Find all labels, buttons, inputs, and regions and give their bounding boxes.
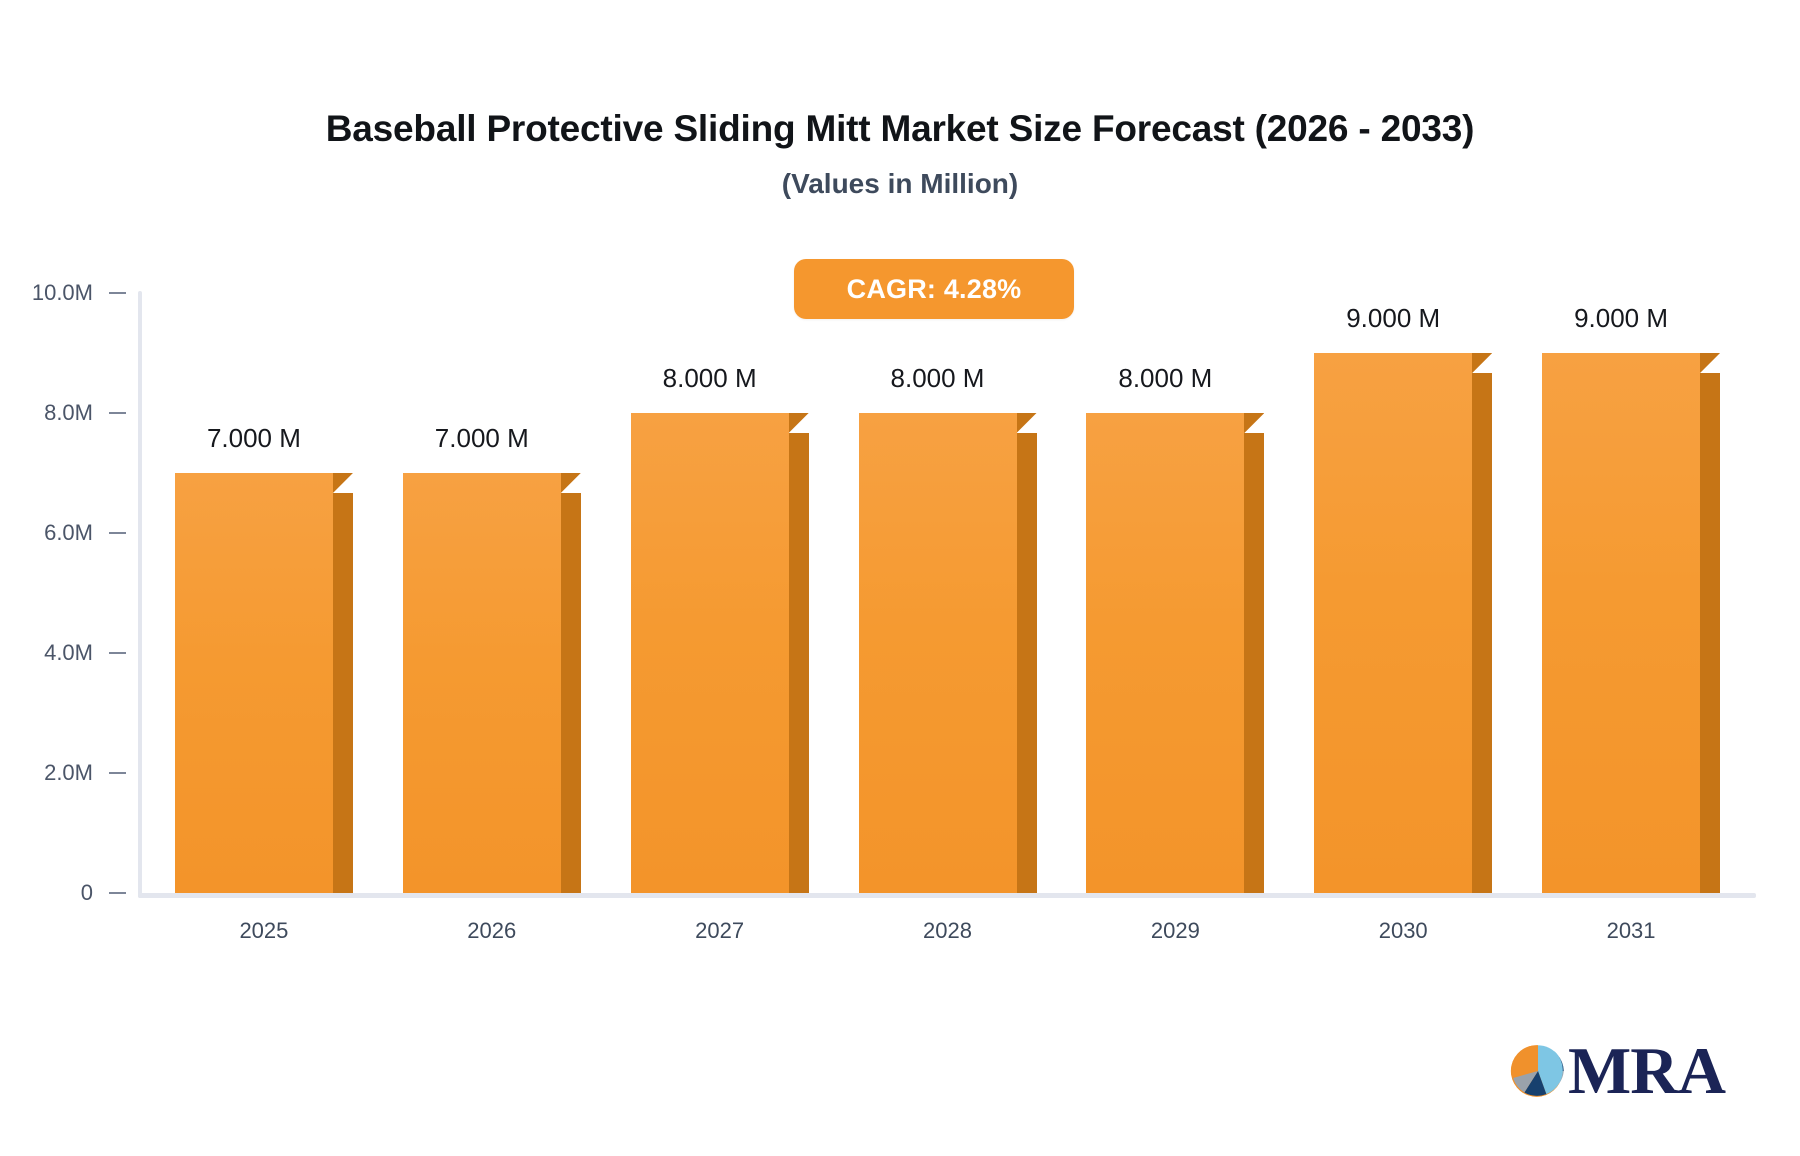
brand-logo: MRA xyxy=(1510,1030,1726,1112)
y-axis-tick-label: 8.0M xyxy=(44,400,93,425)
y-axis-tick-mark xyxy=(109,772,126,774)
chart-title: Baseball Protective Sliding Mitt Market … xyxy=(325,108,1475,149)
bar xyxy=(1542,353,1721,893)
bar-front-face xyxy=(402,473,561,893)
x-axis-label: 2027 xyxy=(695,918,745,943)
chart-subtitle: (Values in Million) xyxy=(781,168,1019,199)
bar-side-face xyxy=(1244,433,1265,893)
bar-front-face xyxy=(1542,353,1701,893)
bar-front-face xyxy=(1314,353,1473,893)
bar xyxy=(858,413,1037,893)
bar-value-label: 7.000 M xyxy=(434,423,529,453)
x-axis-line xyxy=(138,893,1756,898)
bar-side-face xyxy=(788,433,809,893)
bar-side-face xyxy=(1700,373,1721,893)
bar-front-face xyxy=(630,413,789,893)
bar-front-face xyxy=(858,413,1017,893)
bar xyxy=(402,473,581,893)
y-axis-tick-label: 10.0M xyxy=(31,280,93,305)
y-axis-tick-mark xyxy=(109,292,126,294)
pie-chart-icon xyxy=(1510,1045,1564,1097)
bar-front-face xyxy=(1086,413,1245,893)
y-axis-tick-label: 4.0M xyxy=(44,640,93,665)
bar xyxy=(174,473,353,893)
x-axis-label: 2028 xyxy=(923,918,972,943)
y-axis-tick-mark xyxy=(109,892,126,894)
y-axis-tick-label: 2.0M xyxy=(44,760,93,785)
bar-value-label: 8.000 M xyxy=(662,363,757,393)
y-axis-line xyxy=(138,291,142,898)
y-axis-tick-label: 0 xyxy=(80,880,93,905)
bar-side-face xyxy=(332,493,353,893)
cagr-badge: CAGR: 4.28% xyxy=(794,259,1074,319)
bar xyxy=(1086,413,1265,893)
y-axis-tick-mark xyxy=(109,652,126,654)
x-axis-label: 2026 xyxy=(467,918,517,943)
y-axis-tick-mark xyxy=(109,412,126,414)
y-axis-tick-mark xyxy=(109,532,126,534)
x-axis-label: 2029 xyxy=(1150,918,1200,943)
bar-value-label: 9.000 M xyxy=(1346,303,1441,333)
x-axis-label: 2031 xyxy=(1606,918,1656,943)
bar-value-label: 7.000 M xyxy=(206,423,301,453)
bar-front-face xyxy=(174,473,333,893)
x-axis-label: 2030 xyxy=(1378,918,1428,943)
bar-side-face xyxy=(560,493,581,893)
bar xyxy=(1314,353,1493,893)
y-axis-tick-label: 6.0M xyxy=(44,520,93,545)
bar-value-label: 8.000 M xyxy=(1118,363,1213,393)
bar-value-label: 9.000 M xyxy=(1574,303,1669,333)
bar xyxy=(630,413,809,893)
bar-value-label: 8.000 M xyxy=(890,363,985,393)
bar-side-face xyxy=(1472,373,1493,893)
bar-side-face xyxy=(1016,433,1037,893)
logo-wordmark: MRA xyxy=(1567,1033,1726,1108)
x-axis-label: 2025 xyxy=(239,918,289,943)
